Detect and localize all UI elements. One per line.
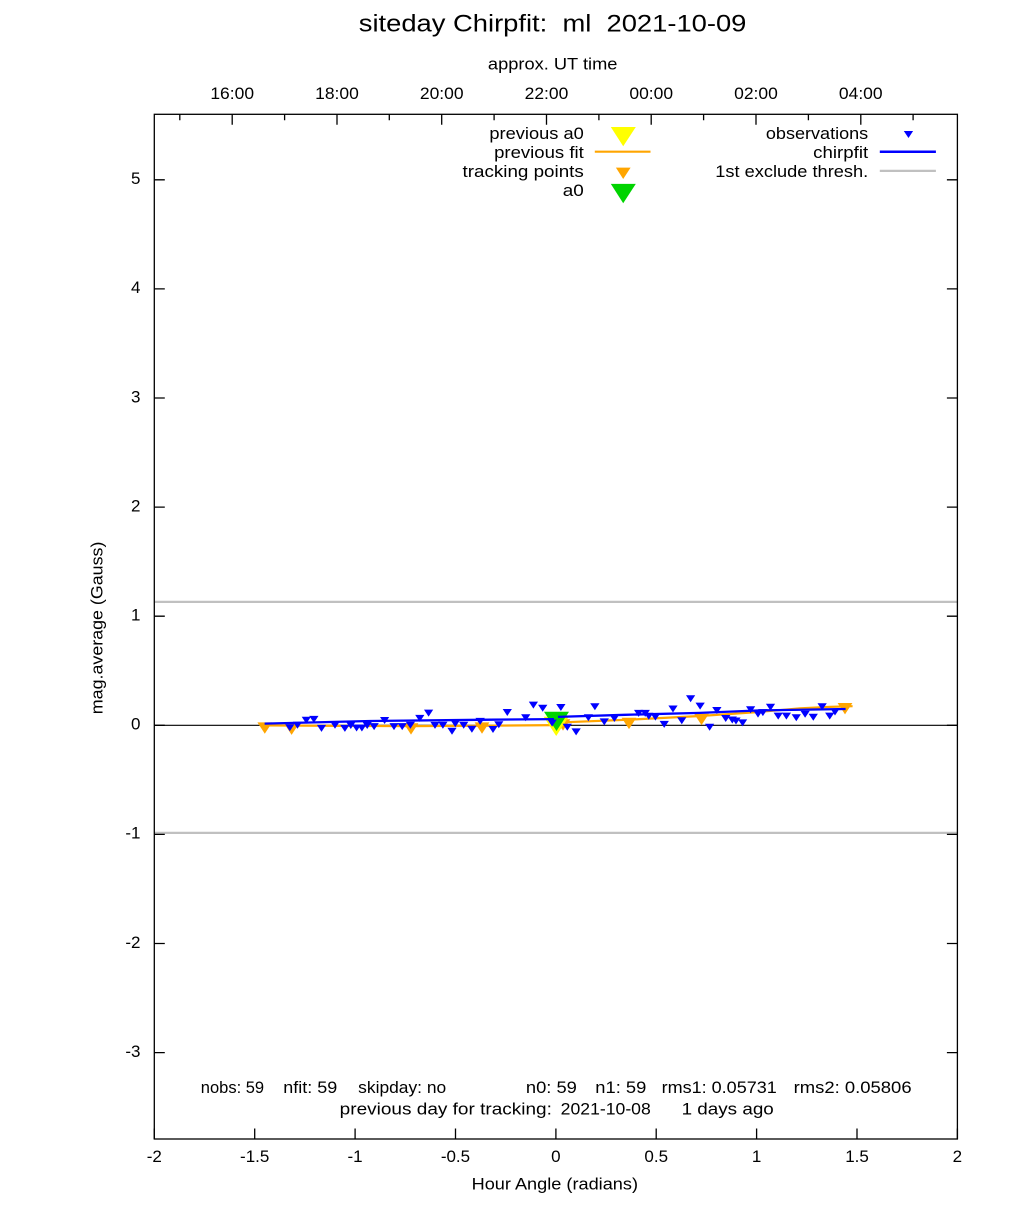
svg-text:16:00: 16:00: [210, 84, 254, 103]
svg-text:1.5: 1.5: [845, 1147, 869, 1166]
svg-text:2: 2: [131, 496, 140, 515]
svg-text:chirpfit: chirpfit: [813, 143, 868, 162]
svg-text:4: 4: [131, 278, 140, 297]
svg-text:-1.5: -1.5: [240, 1147, 269, 1166]
svg-text:0.5: 0.5: [644, 1147, 668, 1166]
svg-text:nfit: 59: nfit: 59: [283, 1078, 337, 1097]
svg-text:22:00: 22:00: [525, 84, 569, 103]
svg-text:previous day for tracking:: previous day for tracking:: [340, 1100, 552, 1119]
svg-text:tracking points: tracking points: [463, 162, 584, 181]
svg-text:approx. UT time: approx. UT time: [488, 54, 618, 73]
svg-text:n1: 59: n1: 59: [595, 1078, 646, 1097]
svg-text:-1: -1: [348, 1147, 363, 1166]
svg-text:0: 0: [131, 715, 140, 734]
svg-text:a0: a0: [563, 181, 584, 200]
svg-text:n0: 59: n0: 59: [526, 1078, 577, 1097]
svg-text:-0.5: -0.5: [441, 1147, 470, 1166]
svg-text:2021-10-08: 2021-10-08: [561, 1100, 651, 1119]
svg-text:-2: -2: [125, 933, 140, 952]
svg-text:04:00: 04:00: [839, 84, 883, 103]
svg-text:2: 2: [953, 1147, 962, 1166]
svg-text:1st exclude thresh.: 1st exclude thresh.: [715, 162, 868, 181]
svg-text:-2: -2: [147, 1147, 162, 1166]
svg-text:previous fit: previous fit: [494, 143, 584, 162]
svg-text:18:00: 18:00: [315, 84, 359, 103]
svg-text:rms2: 0.05806: rms2: 0.05806: [794, 1078, 912, 1097]
svg-text:observations: observations: [766, 124, 868, 143]
svg-text:skipday: no: skipday: no: [358, 1078, 446, 1097]
svg-text:1: 1: [131, 606, 140, 625]
svg-text:5: 5: [131, 169, 140, 188]
svg-text:1: 1: [752, 1147, 761, 1166]
svg-text:0: 0: [551, 1147, 560, 1166]
svg-text:-3: -3: [125, 1042, 140, 1061]
svg-text:previous a0: previous a0: [489, 124, 583, 143]
svg-text:mag.average (Gauss): mag.average (Gauss): [88, 542, 107, 715]
svg-text:02:00: 02:00: [734, 84, 778, 103]
svg-text:3: 3: [131, 387, 140, 406]
svg-text:nobs: 59: nobs: 59: [201, 1078, 264, 1097]
svg-text:siteday Chirpfit: ml 2021-10: siteday Chirpfit: ml 2021-10-09: [359, 10, 747, 37]
svg-text:20:00: 20:00: [420, 84, 464, 103]
svg-text:-1: -1: [125, 824, 140, 843]
svg-text:1 days ago: 1 days ago: [682, 1100, 774, 1119]
svg-text:00:00: 00:00: [629, 84, 673, 103]
svg-text:Hour Angle (radians): Hour Angle (radians): [472, 1174, 638, 1193]
svg-text:rms1: 0.05731: rms1: 0.05731: [662, 1078, 777, 1097]
